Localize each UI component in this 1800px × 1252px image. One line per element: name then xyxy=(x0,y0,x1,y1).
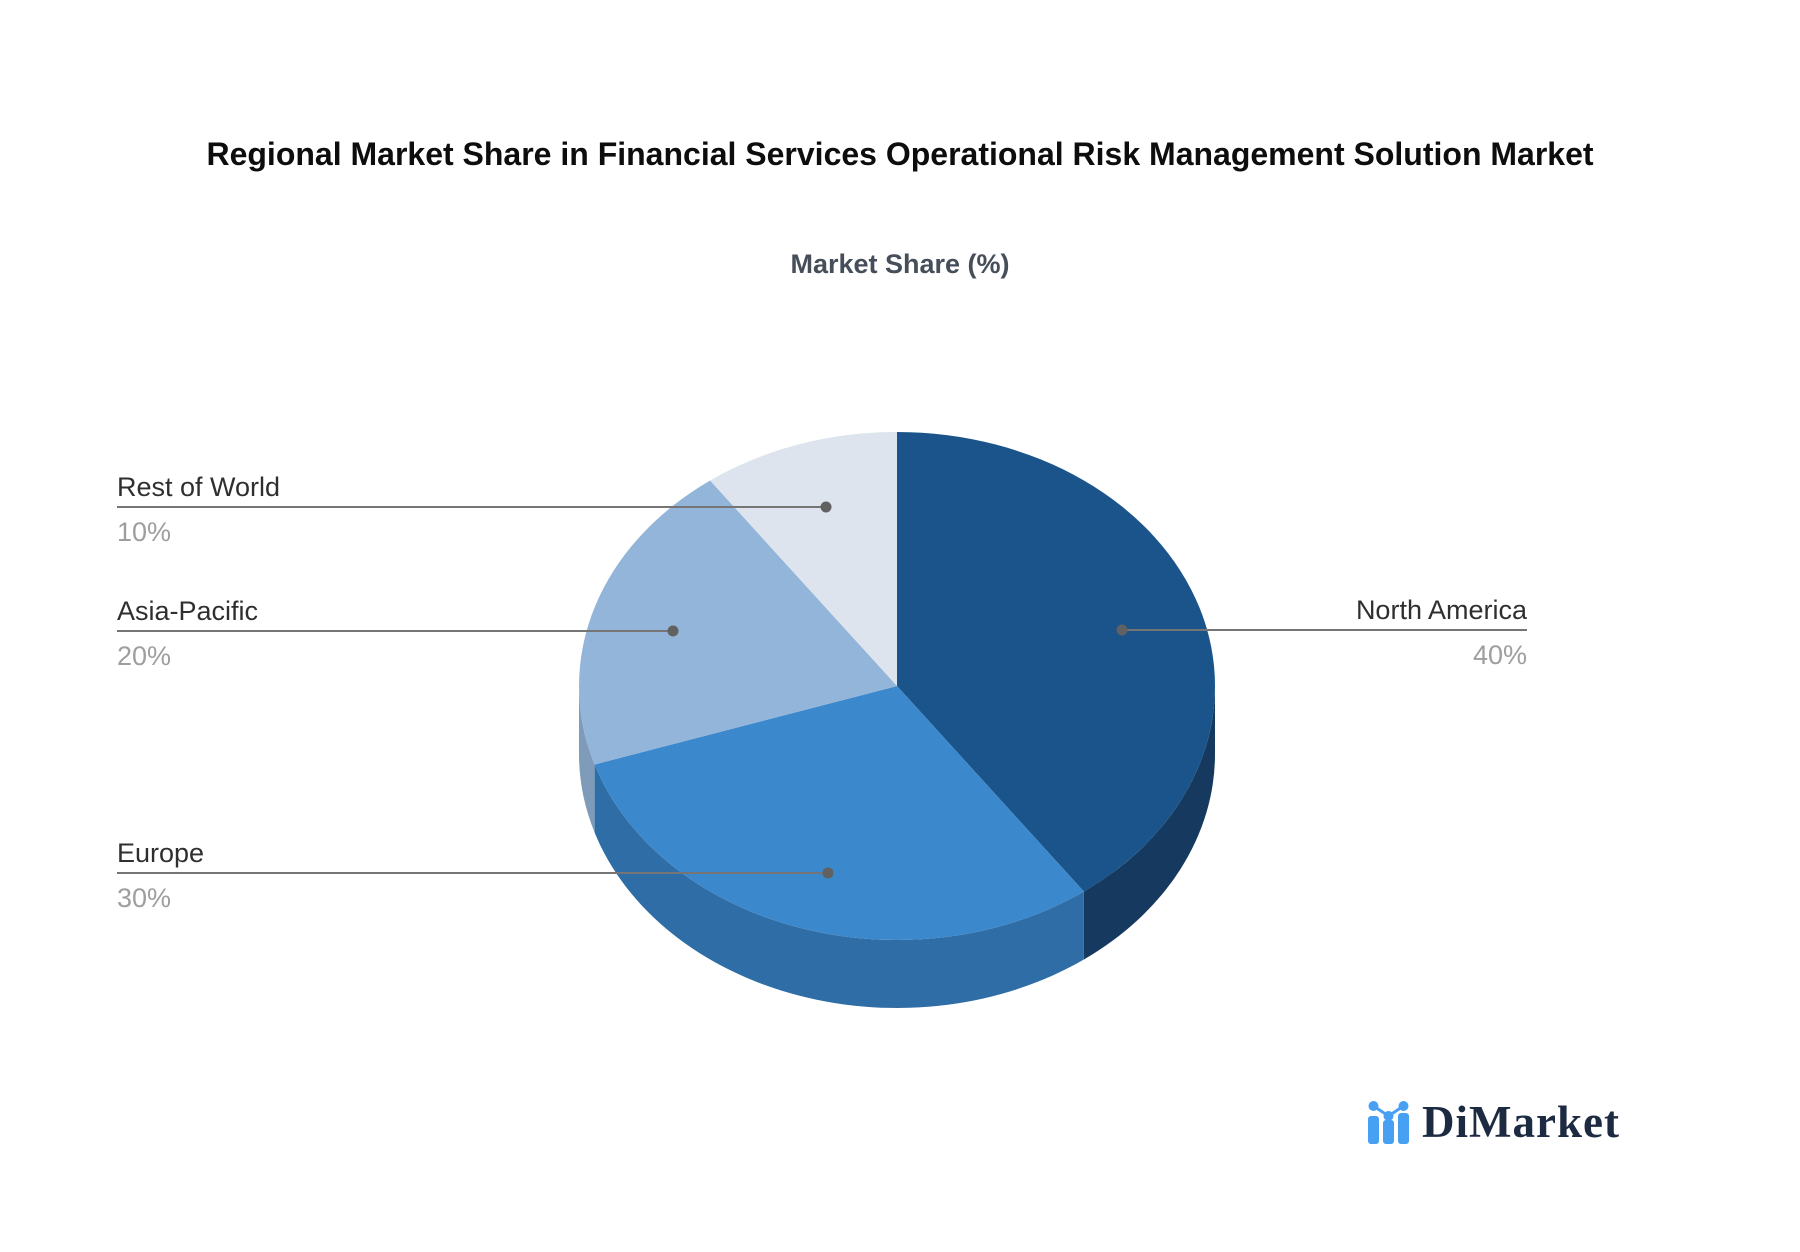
leader-dot-europe xyxy=(822,867,834,879)
label-rest-of-world: Rest of World xyxy=(117,472,281,502)
pie-slice-europe xyxy=(594,686,1084,940)
bar-line-chart-icon xyxy=(1368,1101,1409,1144)
label-north-america: North America xyxy=(1355,595,1527,625)
leader-dot-rest-of-world xyxy=(820,501,832,513)
leader-dot-asia-pacific xyxy=(667,625,679,637)
pie-side-asia-pacific xyxy=(579,686,595,833)
label-asia-pacific: Asia-Pacific xyxy=(117,596,259,626)
logo-text: DiMarket xyxy=(1422,1097,1620,1147)
value-asia-pacific: 20% xyxy=(117,641,172,671)
value-rest-of-world: 10% xyxy=(117,517,172,547)
value-europe: 30% xyxy=(117,883,172,913)
value-north-america: 40% xyxy=(1472,640,1527,670)
pie-side-europe xyxy=(594,764,1084,1008)
chart-subtitle: Market Share (%) xyxy=(790,249,1010,279)
pie-side-north-america xyxy=(1083,686,1215,960)
dimarket-logo: DiMarket xyxy=(1366,1099,1620,1145)
leader-dot-north-america xyxy=(1116,624,1128,636)
pie-slice-north-america xyxy=(897,432,1216,892)
label-europe: Europe xyxy=(117,838,205,868)
pie-slice-asia-pacific xyxy=(579,480,897,765)
pie-slice-rest-of-world xyxy=(710,432,897,686)
chart-title: Regional Market Share in Financial Servi… xyxy=(206,136,1594,172)
